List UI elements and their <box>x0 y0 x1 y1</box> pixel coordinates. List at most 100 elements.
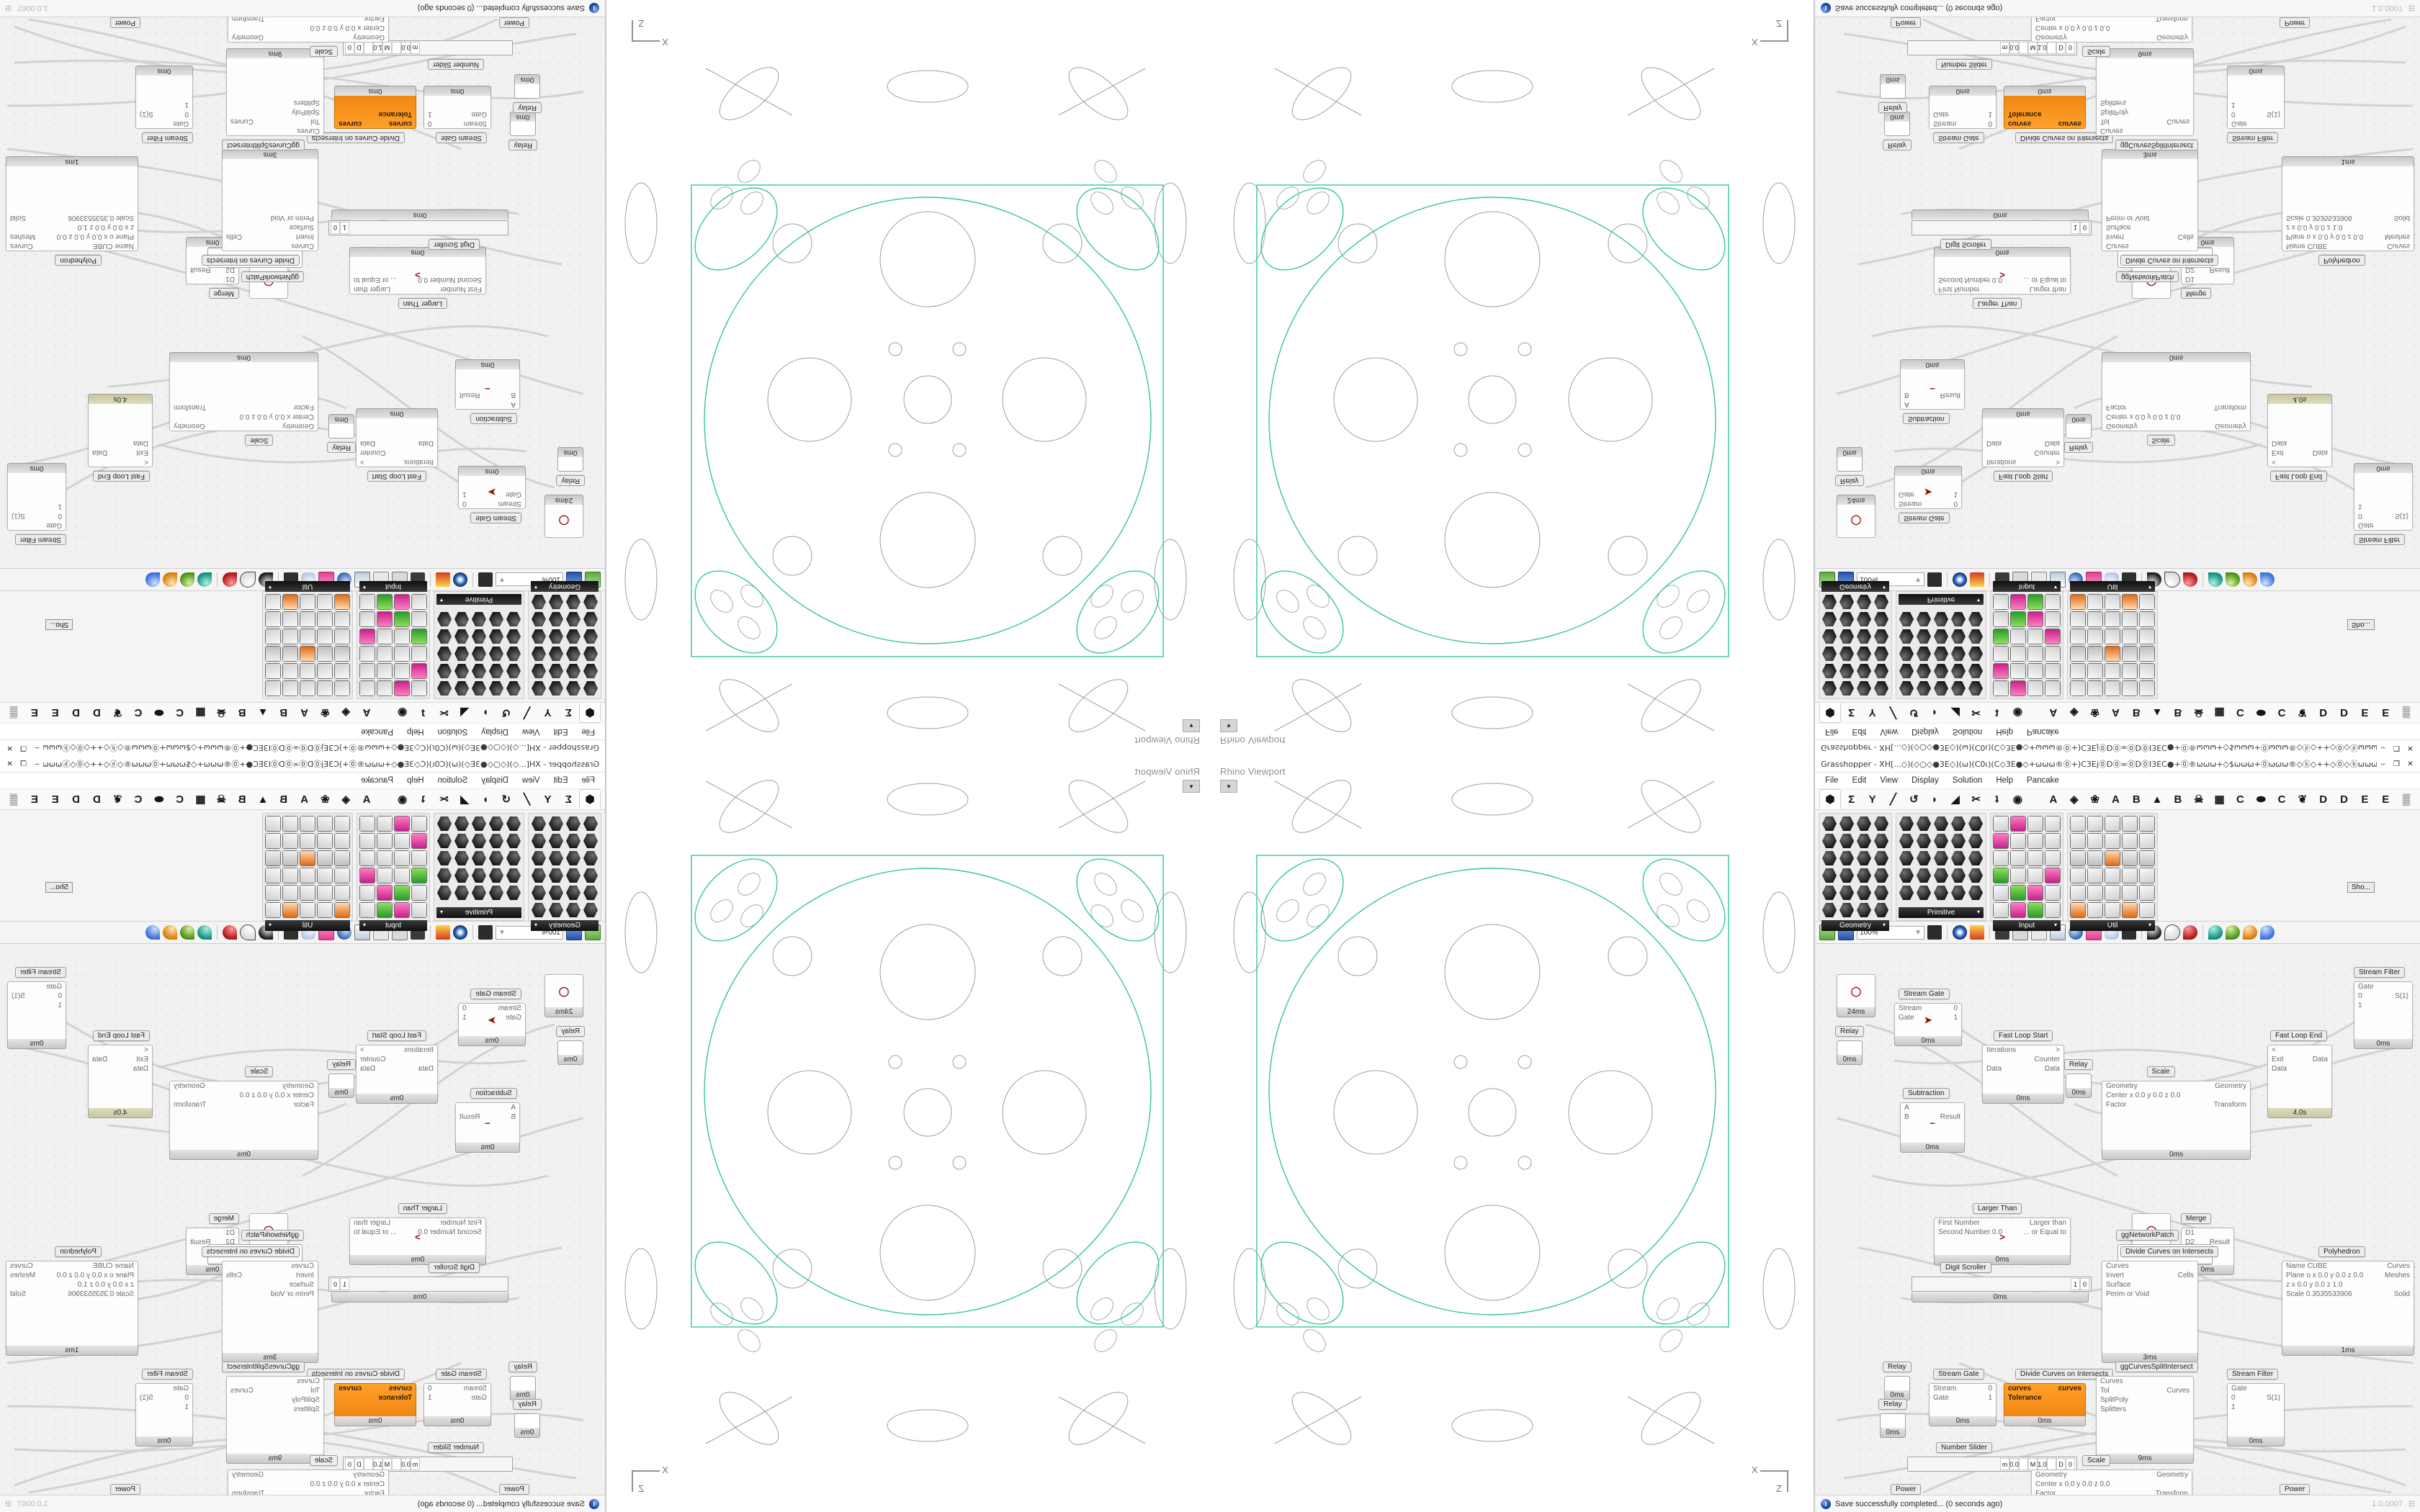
node-divide-curves[interactable]: Curves Invert Cells Surface Perim or Void <box>222 158 318 251</box>
ribbon-tab-tab-leaf[interactable]: ❦ <box>2298 706 2308 719</box>
component-icon[interactable] <box>583 680 599 696</box>
node-port-row[interactable]: 0 S(1) <box>136 109 192 119</box>
minimize-button[interactable]: – <box>2377 742 2389 754</box>
component-icon[interactable] <box>1839 629 1855 644</box>
node-port-row[interactable]: Counter <box>1983 448 2063 457</box>
chevron-down-icon[interactable]: ▾ <box>2053 584 2057 590</box>
node-port-row[interactable]: B Result <box>1901 1112 1964 1122</box>
node-port-row[interactable]: Tolerance <box>2004 1393 2085 1403</box>
ribbon-tab-tab-c2[interactable]: C <box>134 706 143 719</box>
component-icon[interactable] <box>583 629 599 644</box>
component-icon[interactable] <box>531 868 547 883</box>
digit-cell[interactable]: 1.0 <box>2038 1458 2047 1470</box>
component-icon[interactable] <box>2070 646 2086 662</box>
component-icon[interactable] <box>334 594 350 610</box>
drop-teal-icon[interactable] <box>2208 925 2223 940</box>
drop-red-icon[interactable] <box>2183 925 2197 940</box>
node-port-row[interactable]: Curves <box>223 1261 318 1271</box>
node-port-row[interactable]: Center x 0.0 y 0.0 z 0.0 <box>2102 1091 2250 1100</box>
component-icon[interactable] <box>1856 868 1872 883</box>
ribbon-tab-tab-mountain[interactable]: ▲ <box>257 706 269 719</box>
node-port-row[interactable]: curves curves <box>2004 119 2085 128</box>
node-relay-4[interactable] <box>514 83 540 99</box>
node-divide-curves[interactable]: Curves Invert Cells Surface Perim or Void <box>222 1261 318 1354</box>
ribbon-tab-curve[interactable]: ↺ <box>1909 793 1919 806</box>
ribbon-tab-tab-a2[interactable]: A <box>2112 706 2120 719</box>
digit-cell[interactable]: 0.0 <box>401 1458 411 1470</box>
node-port-row[interactable]: Center x 0.0 y 0.0 z 0.0 <box>170 1091 318 1100</box>
node-port-row[interactable]: Surface <box>2102 222 2197 232</box>
component-icon[interactable] <box>317 680 333 696</box>
ribbon-tab-tab-grid[interactable]: ▦ <box>2214 706 2225 719</box>
node-scale-2[interactable]: Geometry Geometry Center x 0.0 y 0.0 z 0.0… <box>228 1470 389 1495</box>
ribbon-tab-curve[interactable]: ↺ <box>501 706 511 719</box>
component-icon[interactable] <box>2045 611 2061 627</box>
node-port-row[interactable]: Invert Cells <box>223 232 318 241</box>
component-icon[interactable] <box>2087 629 2103 644</box>
component-icon[interactable] <box>2105 885 2120 901</box>
component-icon[interactable] <box>2027 868 2043 883</box>
node-port-row[interactable]: Plane o x 0.0 y 0.0 z 0.0 Meshes <box>6 1271 138 1280</box>
component-icon[interactable] <box>377 646 393 662</box>
component-icon[interactable] <box>548 594 564 610</box>
node-port-row[interactable]: Curves <box>2097 126 2193 135</box>
drop-blue-icon[interactable] <box>145 572 160 587</box>
maximize-button[interactable]: ❐ <box>2390 758 2403 770</box>
component-icon[interactable] <box>334 833 350 849</box>
component-icon[interactable] <box>1856 594 1872 610</box>
node-port-row[interactable]: Geometry Geometry <box>170 421 318 431</box>
node-fast-loop-end[interactable]: < Exit Data Data <box>88 402 153 467</box>
ribbon-tab-mesh[interactable]: ◢ <box>1951 706 1960 719</box>
digit-cell[interactable]: M <box>382 42 392 54</box>
component-icon[interactable] <box>436 868 452 883</box>
component-icon[interactable] <box>359 646 375 662</box>
chevron-down-icon[interactable]: ▾ <box>1882 922 1886 928</box>
component-icon[interactable] <box>583 594 599 610</box>
preview-icon[interactable] <box>453 572 467 587</box>
component-icon[interactable] <box>1950 816 1966 832</box>
component-icon[interactable] <box>1968 629 1984 644</box>
component-icon[interactable] <box>334 629 350 644</box>
ribbon-tab-intersect[interactable]: ✂ <box>439 793 449 806</box>
component-icon[interactable] <box>583 646 599 662</box>
component-icon[interactable] <box>2070 629 2086 644</box>
component-icon[interactable] <box>377 816 393 832</box>
node-relay-3[interactable] <box>1884 120 1910 136</box>
ribbon-tab-tab-d1[interactable]: D <box>2319 706 2328 719</box>
ribbon-tab-tab-skull[interactable]: ☠ <box>2194 793 2204 806</box>
ribbon-tab-tab-green-gem[interactable]: ◈ <box>2070 793 2079 806</box>
ribbon-tab-tab-a2[interactable]: A <box>2112 793 2120 806</box>
component-icon[interactable] <box>1873 902 1889 918</box>
node-port-row[interactable]: Geometry Geometry <box>2032 32 2192 42</box>
component-icon[interactable] <box>1856 902 1872 918</box>
component-icon[interactable] <box>1950 833 1966 849</box>
component-icon[interactable] <box>359 833 375 849</box>
component-icon[interactable] <box>2139 833 2155 849</box>
chevron-down-icon[interactable]: ▾ <box>363 922 367 928</box>
component-icon[interactable] <box>531 833 547 849</box>
component-icon[interactable] <box>583 885 599 901</box>
component-icon[interactable] <box>282 594 298 610</box>
node-scale-2[interactable]: Geometry Geometry Center x 0.0 y 0.0 z 0.0… <box>2031 1470 2192 1495</box>
node-larger-than[interactable]: First Number Larger than Second Number 0.0… <box>349 256 486 294</box>
fit-icon[interactable] <box>478 925 493 940</box>
node-port-row[interactable]: Data Data <box>357 1064 437 1074</box>
ribbon-panel-geometry[interactable]: Geometry ▾ <box>528 581 601 699</box>
node-port-row[interactable]: Gate 1 <box>424 109 490 119</box>
component-icon[interactable] <box>1873 868 1889 883</box>
component-icon[interactable] <box>2010 816 2026 832</box>
component-icon[interactable] <box>548 611 564 627</box>
node-boolean-toggle-1[interactable]: ◯ <box>1837 503 1876 538</box>
component-icon[interactable] <box>1839 611 1855 627</box>
component-icon[interactable] <box>2045 629 2061 644</box>
component-icon[interactable] <box>548 646 564 662</box>
node-port-row[interactable]: Splitters <box>2097 1405 2193 1414</box>
component-icon[interactable] <box>411 611 427 627</box>
component-icon[interactable] <box>1993 611 2009 627</box>
component-icon[interactable] <box>506 833 521 849</box>
grasshopper-canvas[interactable]: Stream Gate Stream 0 Gate 1 ➤ 0ms Relay 0ms ◯ 24ms… <box>0 17 605 552</box>
component-icon[interactable] <box>282 885 298 901</box>
chevron-down-icon[interactable]: ▼ <box>1914 928 1922 937</box>
ribbon-panel-input[interactable]: Input ▾ <box>1990 581 2063 699</box>
menu-item-help[interactable]: Help <box>1996 727 2014 736</box>
